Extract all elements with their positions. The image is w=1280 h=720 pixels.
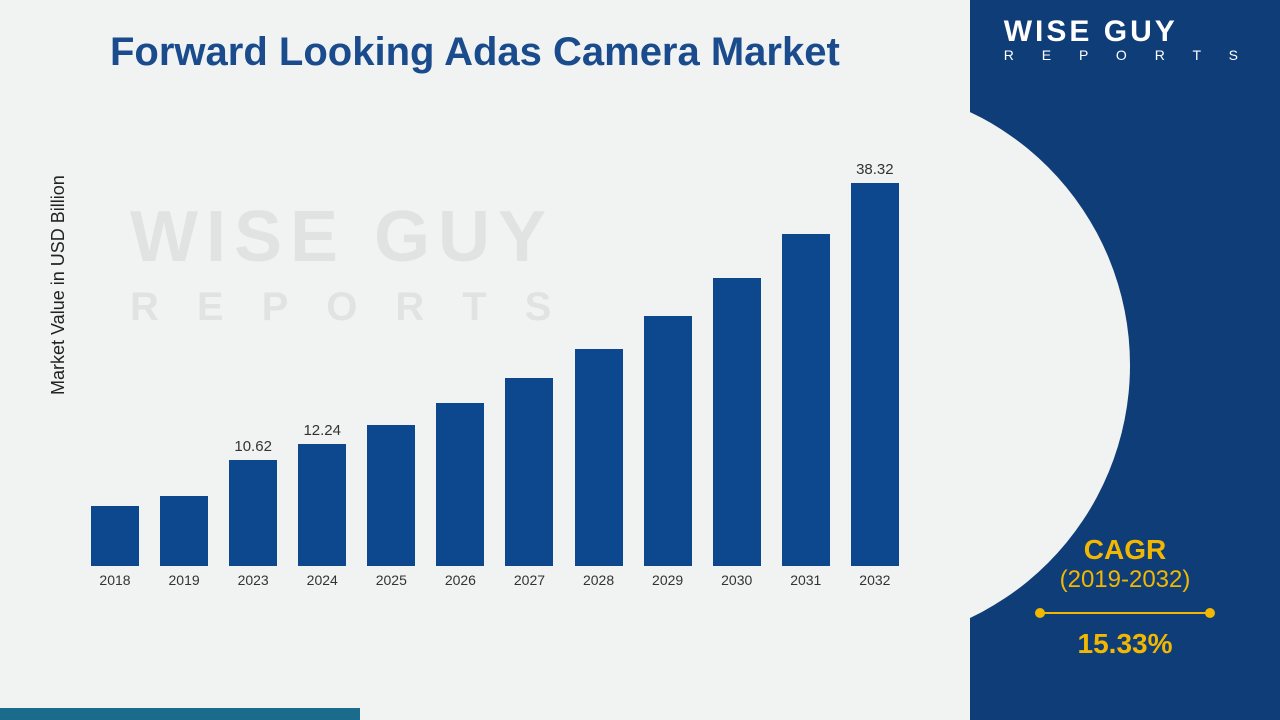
cagr-range: (2019-2032)	[1010, 566, 1240, 594]
bar	[505, 378, 553, 566]
x-tick-label: 2027	[514, 572, 545, 590]
bar-slot: 2025	[366, 403, 416, 590]
bar-slot: 2019	[159, 474, 209, 590]
bar-value-label: 38.32	[856, 161, 894, 179]
bar	[367, 425, 415, 566]
x-tick-label: 2028	[583, 572, 614, 590]
bar-value-label: 10.62	[234, 438, 272, 456]
bar-chart: WISE GUY REPORTS 2018201910.62202312.242…	[90, 160, 900, 615]
bar-slot: 2031	[781, 212, 831, 590]
logo-line1: WISE GUY	[1004, 15, 1250, 49]
bars-container: 2018 2019 10.62 2023 12.24 2024 2025 2026 2027 20…	[90, 160, 900, 590]
brand-logo: WISE GUY R E P O R T S	[1004, 15, 1250, 63]
x-tick-label: 2018	[99, 572, 130, 590]
bar	[160, 496, 208, 566]
y-axis-label: Market Value in USD Billion	[48, 175, 69, 395]
bar-slot: 2026	[435, 381, 485, 590]
x-tick-label: 2025	[376, 572, 407, 590]
bar	[575, 349, 623, 566]
bar-slot: 2029	[643, 294, 693, 590]
cagr-label: CAGR	[1010, 534, 1240, 566]
bar-slot: 10.62 2023	[228, 438, 278, 590]
x-tick-label: 2032	[859, 572, 890, 590]
logo-line2: R E P O R T S	[1004, 47, 1250, 63]
bar	[644, 316, 692, 566]
bar-slot: 2030	[712, 256, 762, 590]
cagr-divider	[1040, 612, 1210, 614]
cagr-value: 15.33%	[1010, 628, 1240, 660]
bar	[298, 444, 346, 566]
bar	[713, 278, 761, 566]
cagr-box: CAGR (2019-2032) 15.33%	[1010, 534, 1240, 660]
bar	[229, 460, 277, 566]
bar-slot: 2028	[574, 327, 624, 590]
bar-slot: 2018	[90, 484, 140, 590]
bar-slot: 2027	[504, 356, 554, 590]
bottom-accent-bar	[0, 708, 360, 720]
chart-title: Forward Looking Adas Camera Market	[110, 30, 840, 75]
bar-slot: 38.32 2032	[850, 161, 900, 590]
bar	[851, 183, 899, 566]
x-tick-label: 2024	[307, 572, 338, 590]
bar-value-label: 12.24	[303, 422, 341, 440]
x-tick-label: 2030	[721, 572, 752, 590]
infographic-page: Forward Looking Adas Camera Market WISE …	[0, 0, 1280, 720]
x-tick-label: 2026	[445, 572, 476, 590]
x-tick-label: 2019	[169, 572, 200, 590]
bar	[782, 234, 830, 566]
bar	[436, 403, 484, 566]
x-tick-label: 2023	[238, 572, 269, 590]
x-tick-label: 2029	[652, 572, 683, 590]
bar	[91, 506, 139, 566]
bar-slot: 12.24 2024	[297, 422, 347, 590]
x-tick-label: 2031	[790, 572, 821, 590]
